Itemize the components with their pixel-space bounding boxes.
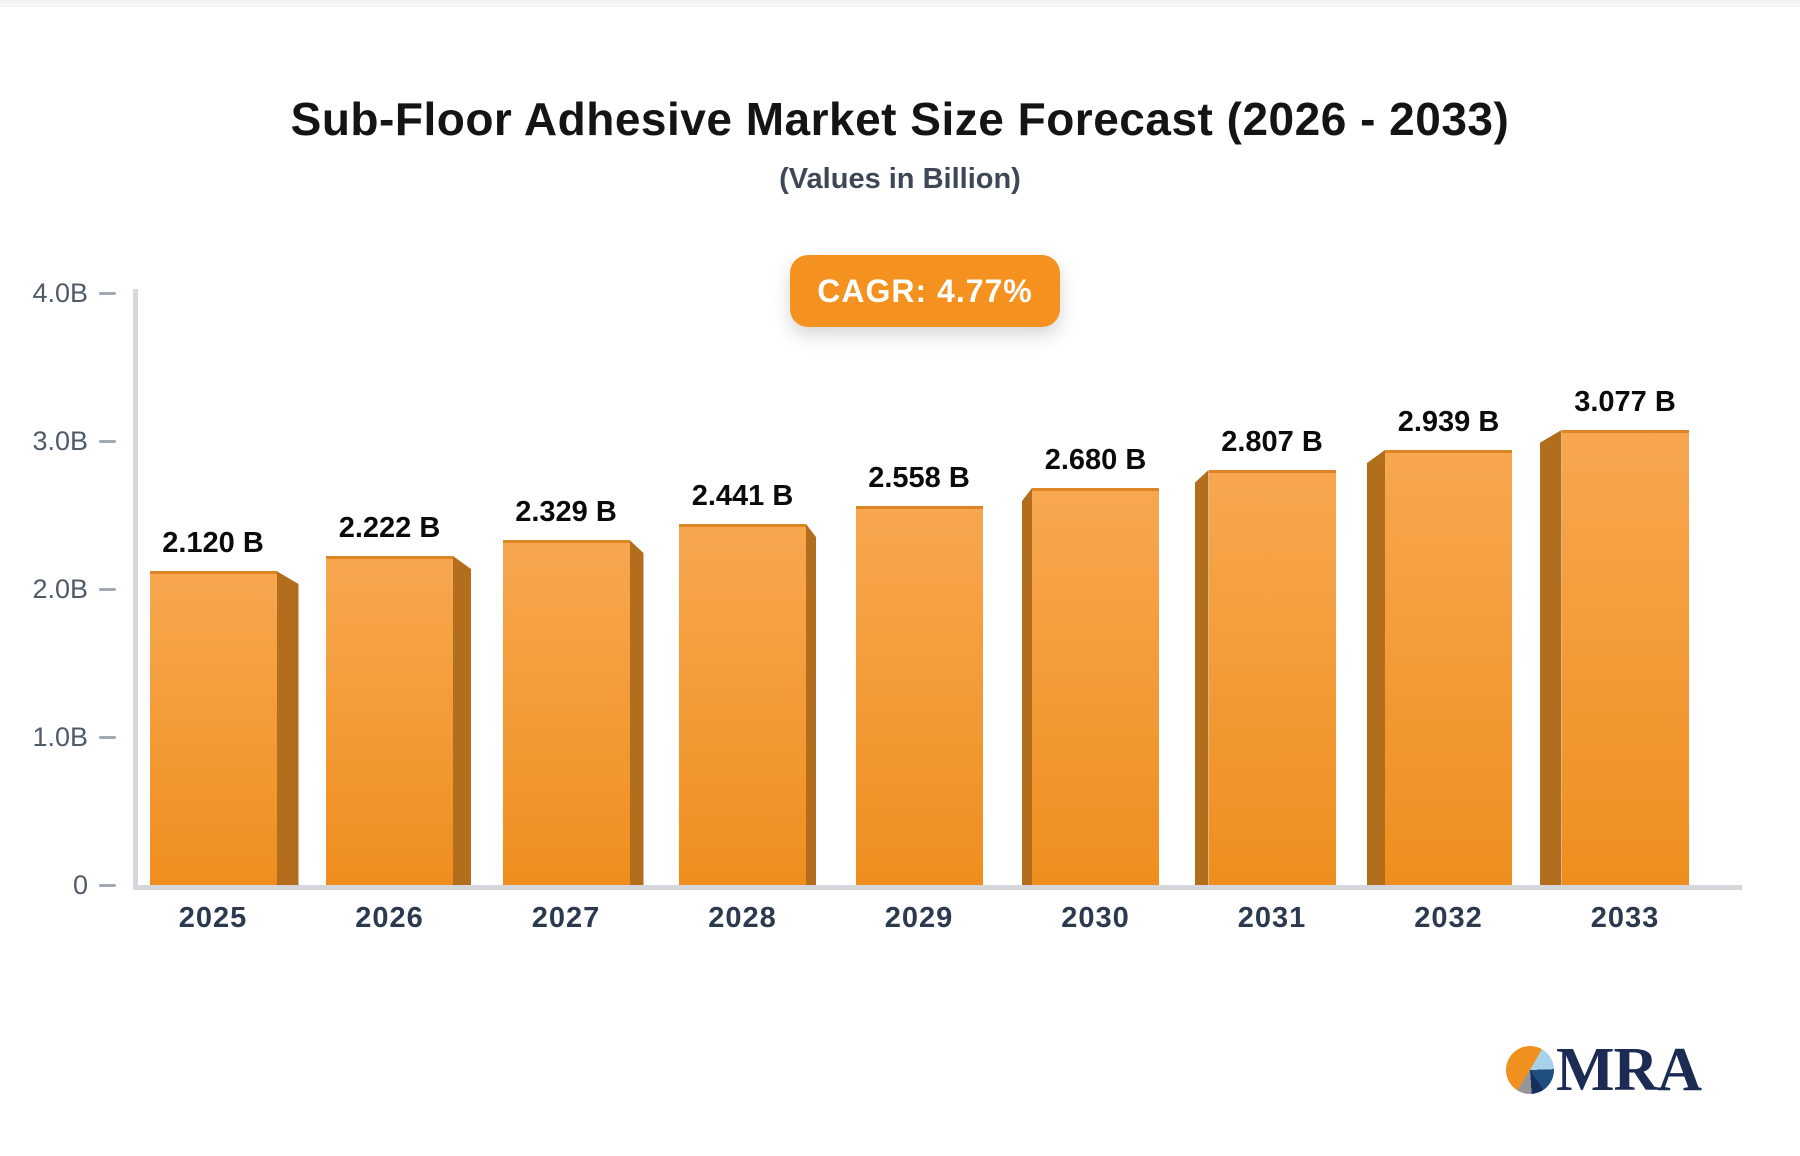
chart-title: Sub-Floor Adhesive Market Size Forecast … [290, 93, 1510, 145]
x-axis-label: 2029 [884, 902, 954, 934]
y-tick-mark [99, 736, 116, 739]
x-axis-label: 2027 [531, 902, 601, 934]
y-tick-label: 1.0B [32, 722, 88, 752]
bar-2026 [326, 556, 453, 887]
bar-2031 [1208, 470, 1336, 887]
y-tick-label: 3.0B [32, 426, 88, 456]
y-tick-label: 2.0B [32, 574, 88, 604]
bar-3d-side [453, 556, 471, 887]
bar-value-label: 3.077 B [1574, 386, 1676, 418]
y-tick-mark [99, 292, 116, 295]
x-axis-label: 2026 [355, 902, 424, 934]
bar-2032 [1385, 450, 1512, 887]
top-edge-strip [0, 0, 1800, 7]
bar-2033 [1561, 430, 1689, 887]
bar-value-label: 2.558 B [868, 462, 970, 494]
bar-3d-side [806, 524, 816, 887]
y-tick-label: 0 [72, 870, 88, 900]
cagr-badge: CAGR: 4.77% [790, 255, 1060, 327]
bar-value-label: 2.329 B [515, 496, 617, 528]
bar-3d-side [1194, 470, 1209, 887]
x-axis-label: 2025 [178, 902, 248, 934]
bar-2027 [502, 540, 630, 887]
x-axis-label: 2033 [1590, 902, 1660, 934]
bar-2030 [1032, 488, 1159, 887]
y-tick-mark [99, 440, 116, 443]
bar-value-label: 2.120 B [162, 527, 264, 559]
bar-3d-side [629, 540, 644, 887]
x-axis-label: 2028 [708, 902, 777, 934]
y-axis-line [133, 289, 138, 890]
y-tick-mark [99, 884, 116, 887]
bar-value-label: 2.680 B [1044, 444, 1147, 476]
y-tick-mark [99, 588, 116, 591]
x-axis-label: 2030 [1061, 902, 1130, 934]
y-tick-label: 4.0B [32, 278, 88, 308]
x-axis-line [133, 885, 1742, 890]
pie-chart-logo-icon [1506, 1046, 1554, 1094]
bar-value-label: 2.441 B [691, 480, 794, 512]
bar-2025 [149, 571, 277, 887]
x-axis-label: 2032 [1414, 902, 1483, 934]
bar-2028 [679, 524, 806, 887]
bar-2029 [855, 506, 983, 887]
logo-text: MRA [1556, 1036, 1702, 1104]
x-axis-label: 2031 [1237, 902, 1307, 934]
bar-3d-side [1022, 488, 1032, 887]
bar-3d-side [1539, 430, 1562, 887]
chart-subtitle: (Values in Billion) [779, 163, 1021, 195]
bar-3d-side [276, 571, 299, 887]
bar-value-label: 2.222 B [338, 512, 441, 544]
brand-logo: MRA [1506, 1036, 1702, 1104]
bar-value-label: 2.939 B [1397, 406, 1500, 438]
bar-3d-side [1367, 450, 1385, 887]
bar-value-label: 2.807 B [1221, 426, 1323, 458]
